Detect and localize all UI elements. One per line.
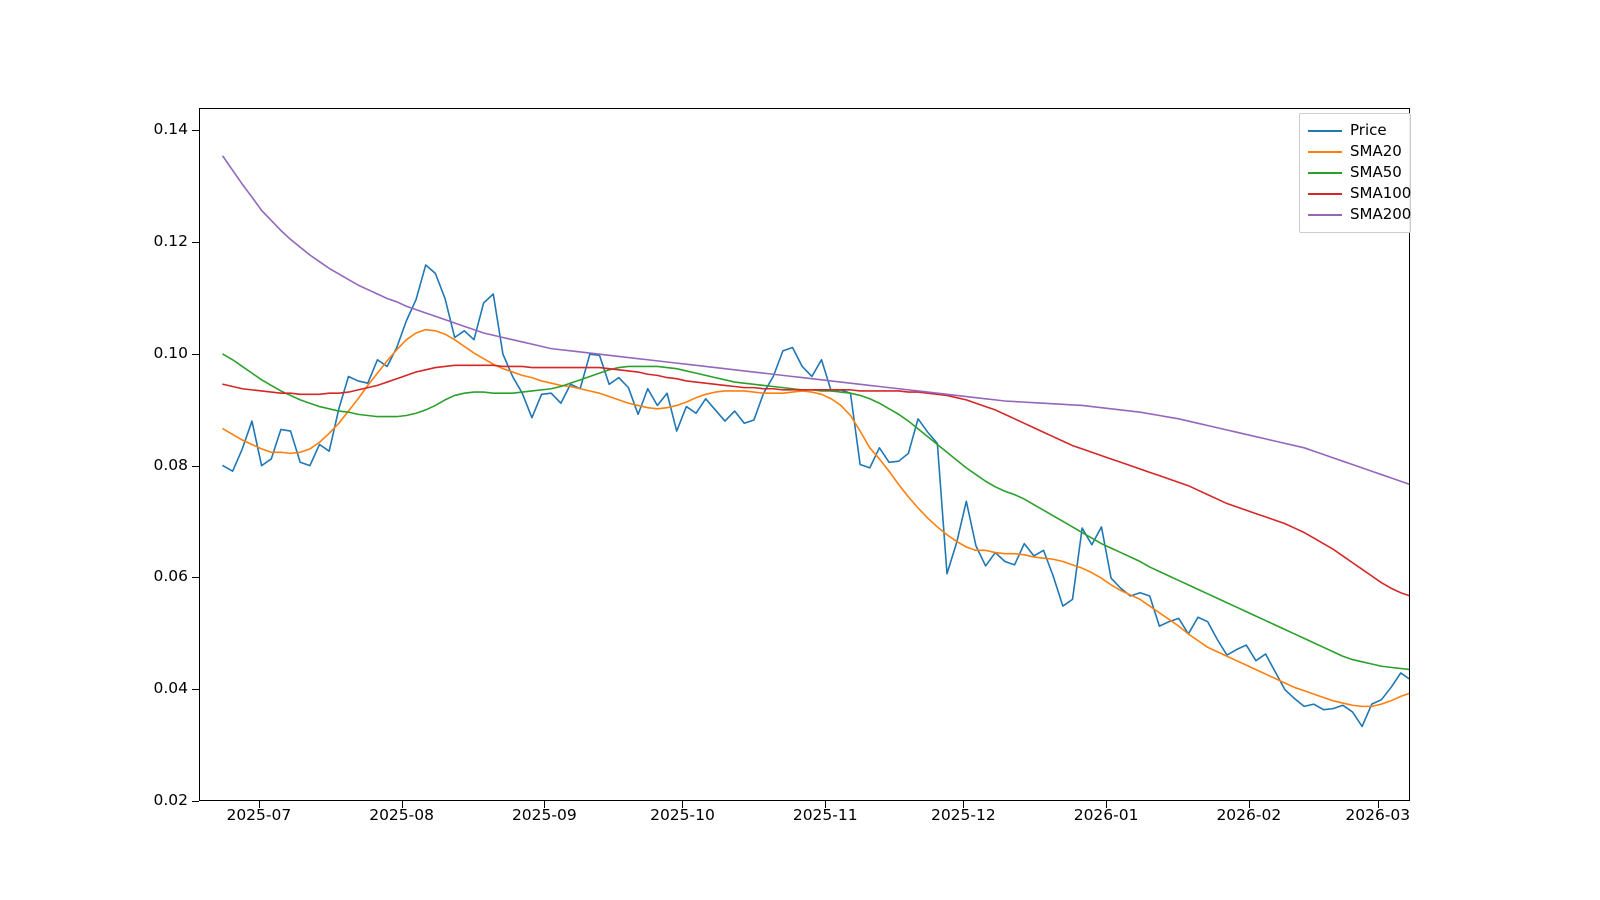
y-tick-label: 0.04 [153,679,188,698]
plot-area [199,108,1410,801]
legend-swatch-sma200-icon [1308,213,1342,216]
x-tick-mark [544,801,546,808]
y-tick-label: 0.02 [153,791,188,809]
x-tick-label: 2025-08 [369,806,434,824]
y-tick-label: 0.10 [153,343,188,362]
legend-label: SMA50 [1350,163,1402,181]
legend-item-price[interactable]: Price [1308,120,1402,141]
x-tick-label: 2025-07 [226,806,292,824]
x-tick-label: 2025-12 [930,806,996,824]
y-tick-mark [192,689,199,691]
x-tick-label: 2026-02 [1216,806,1282,824]
x-tick-mark [258,801,260,808]
legend-label: SMA100 [1350,184,1412,202]
legend-box: Price SMA20 SMA50 SMA100 SMA200 [1299,113,1411,233]
x-tick-mark [401,801,403,808]
y-tick-label: 0.06 [153,567,188,586]
legend-item-sma50[interactable]: SMA50 [1308,162,1402,183]
y-tick-mark [192,465,199,467]
series-line-sma20 [222,328,1409,708]
x-tick-label: 2025-11 [792,806,858,824]
y-axis-tick-labels: 0.02 0.04 0.06 0.08 0.10 0.12 0.14 [120,0,188,900]
y-tick-mark [192,130,199,132]
series-line-price [222,264,1409,728]
y-tick-label: 0.14 [153,120,188,139]
legend-label: Price [1350,121,1387,139]
y-tick-mark [192,242,199,244]
y-tick-mark [192,801,199,802]
x-tick-mark [963,801,965,808]
x-tick-label: 2026-01 [1073,806,1139,824]
y-tick-mark [192,353,199,355]
x-tick-mark [1377,801,1379,808]
legend-label: SMA20 [1350,142,1402,160]
legend-swatch-sma50-icon [1308,171,1342,174]
legend-swatch-price-icon [1308,129,1342,132]
x-tick-label: 2025-09 [511,806,577,824]
series-canvas [222,155,1409,728]
series-line-sma200 [222,155,1409,485]
legend-swatch-sma100-icon [1308,192,1342,195]
y-tick-mark [192,577,199,579]
x-tick-label: 2026-03 [1345,806,1411,824]
series-line-sma100 [222,364,1409,597]
series-line-sma50 [222,353,1409,671]
x-tick-mark [1248,801,1250,808]
legend-swatch-sma20-icon [1308,150,1342,153]
legend-label: SMA200 [1350,205,1412,223]
x-tick-label: 2025-10 [650,806,715,824]
legend-item-sma20[interactable]: SMA20 [1308,141,1402,162]
legend-item-sma100[interactable]: SMA100 [1308,183,1411,204]
x-tick-mark [1106,801,1108,808]
x-tick-mark [682,801,684,808]
x-tick-mark [825,801,827,808]
y-tick-label: 0.12 [153,232,188,251]
legend-item-sma200[interactable]: SMA200 [1308,204,1411,225]
y-tick-label: 0.08 [153,455,188,474]
